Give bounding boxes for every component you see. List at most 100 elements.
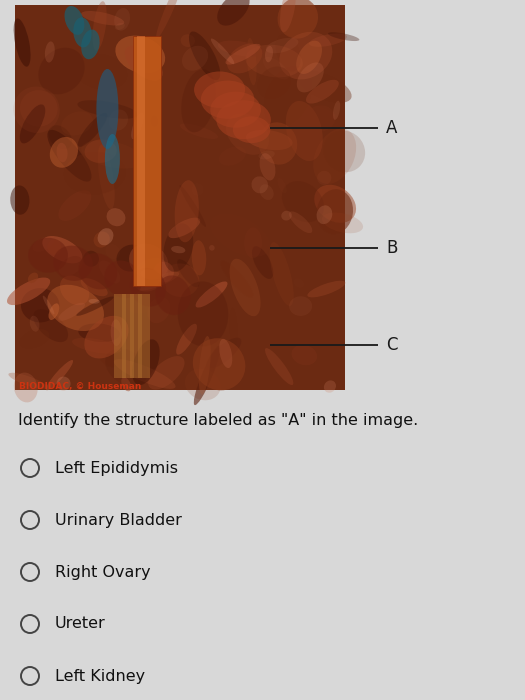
- Ellipse shape: [111, 319, 122, 346]
- Ellipse shape: [28, 272, 38, 283]
- Ellipse shape: [50, 137, 78, 168]
- Ellipse shape: [161, 263, 200, 297]
- Ellipse shape: [10, 186, 29, 215]
- Ellipse shape: [226, 44, 260, 64]
- Ellipse shape: [13, 87, 60, 133]
- Ellipse shape: [98, 343, 122, 367]
- Ellipse shape: [21, 288, 59, 323]
- Ellipse shape: [314, 185, 356, 223]
- Ellipse shape: [57, 377, 70, 391]
- Ellipse shape: [125, 46, 163, 81]
- Ellipse shape: [265, 348, 293, 385]
- Ellipse shape: [251, 176, 268, 193]
- Ellipse shape: [206, 337, 242, 368]
- Bar: [137, 36, 145, 286]
- Ellipse shape: [227, 43, 262, 74]
- Ellipse shape: [78, 100, 138, 119]
- Ellipse shape: [114, 359, 175, 389]
- Ellipse shape: [194, 346, 220, 405]
- Ellipse shape: [133, 258, 169, 291]
- Ellipse shape: [317, 189, 353, 234]
- Ellipse shape: [30, 316, 39, 332]
- Ellipse shape: [85, 139, 117, 163]
- Ellipse shape: [181, 69, 216, 132]
- Ellipse shape: [220, 261, 253, 298]
- Ellipse shape: [185, 369, 220, 400]
- Ellipse shape: [48, 125, 72, 149]
- Ellipse shape: [229, 259, 260, 316]
- Ellipse shape: [247, 38, 257, 85]
- Ellipse shape: [74, 54, 127, 90]
- Ellipse shape: [64, 152, 125, 195]
- Ellipse shape: [125, 293, 152, 314]
- Ellipse shape: [141, 270, 160, 279]
- Ellipse shape: [33, 309, 68, 342]
- Ellipse shape: [33, 236, 55, 252]
- Ellipse shape: [233, 116, 270, 143]
- Ellipse shape: [216, 100, 271, 139]
- Text: B: B: [386, 239, 397, 257]
- Ellipse shape: [286, 101, 323, 161]
- Ellipse shape: [276, 34, 300, 71]
- Ellipse shape: [171, 246, 185, 253]
- Ellipse shape: [211, 38, 234, 64]
- Ellipse shape: [131, 113, 144, 139]
- Ellipse shape: [98, 144, 115, 209]
- Bar: [130, 294, 142, 379]
- Bar: [15, 5, 345, 390]
- Ellipse shape: [83, 251, 99, 267]
- Ellipse shape: [129, 244, 169, 280]
- Ellipse shape: [265, 46, 273, 62]
- Ellipse shape: [156, 0, 184, 38]
- Ellipse shape: [14, 372, 38, 402]
- Ellipse shape: [65, 6, 85, 35]
- Ellipse shape: [116, 36, 165, 74]
- Bar: [114, 294, 126, 379]
- Ellipse shape: [290, 103, 344, 130]
- Text: BIODIDAC, © Houseman: BIODIDAC, © Houseman: [19, 382, 141, 391]
- Ellipse shape: [48, 303, 59, 320]
- Ellipse shape: [147, 297, 170, 323]
- Ellipse shape: [43, 295, 55, 314]
- Ellipse shape: [201, 80, 254, 119]
- Text: Ureter: Ureter: [55, 617, 106, 631]
- Ellipse shape: [92, 1, 107, 50]
- Ellipse shape: [259, 153, 276, 181]
- Ellipse shape: [229, 308, 237, 348]
- Ellipse shape: [46, 360, 73, 390]
- Ellipse shape: [313, 129, 356, 184]
- Ellipse shape: [194, 71, 245, 108]
- Ellipse shape: [38, 48, 85, 94]
- Ellipse shape: [7, 277, 50, 305]
- Ellipse shape: [153, 262, 174, 282]
- Ellipse shape: [305, 105, 335, 132]
- Ellipse shape: [209, 245, 215, 251]
- Ellipse shape: [282, 181, 324, 222]
- Ellipse shape: [211, 92, 261, 128]
- Ellipse shape: [58, 302, 85, 321]
- Ellipse shape: [196, 281, 227, 307]
- Ellipse shape: [306, 80, 339, 104]
- Ellipse shape: [218, 41, 264, 57]
- Ellipse shape: [74, 18, 91, 48]
- Ellipse shape: [193, 338, 245, 391]
- Ellipse shape: [53, 246, 93, 281]
- Ellipse shape: [8, 373, 47, 389]
- Ellipse shape: [199, 336, 211, 395]
- Ellipse shape: [244, 228, 262, 258]
- Ellipse shape: [266, 38, 298, 53]
- Ellipse shape: [114, 8, 130, 31]
- Bar: [138, 294, 150, 379]
- Ellipse shape: [59, 256, 83, 276]
- Ellipse shape: [281, 211, 292, 220]
- Text: C: C: [386, 336, 397, 354]
- Ellipse shape: [308, 281, 345, 297]
- Bar: [122, 294, 134, 379]
- Ellipse shape: [279, 32, 332, 79]
- Ellipse shape: [333, 101, 340, 120]
- Ellipse shape: [47, 130, 91, 182]
- Ellipse shape: [47, 285, 104, 331]
- Text: Left Kidney: Left Kidney: [55, 668, 145, 683]
- Ellipse shape: [210, 214, 270, 257]
- Ellipse shape: [81, 11, 124, 25]
